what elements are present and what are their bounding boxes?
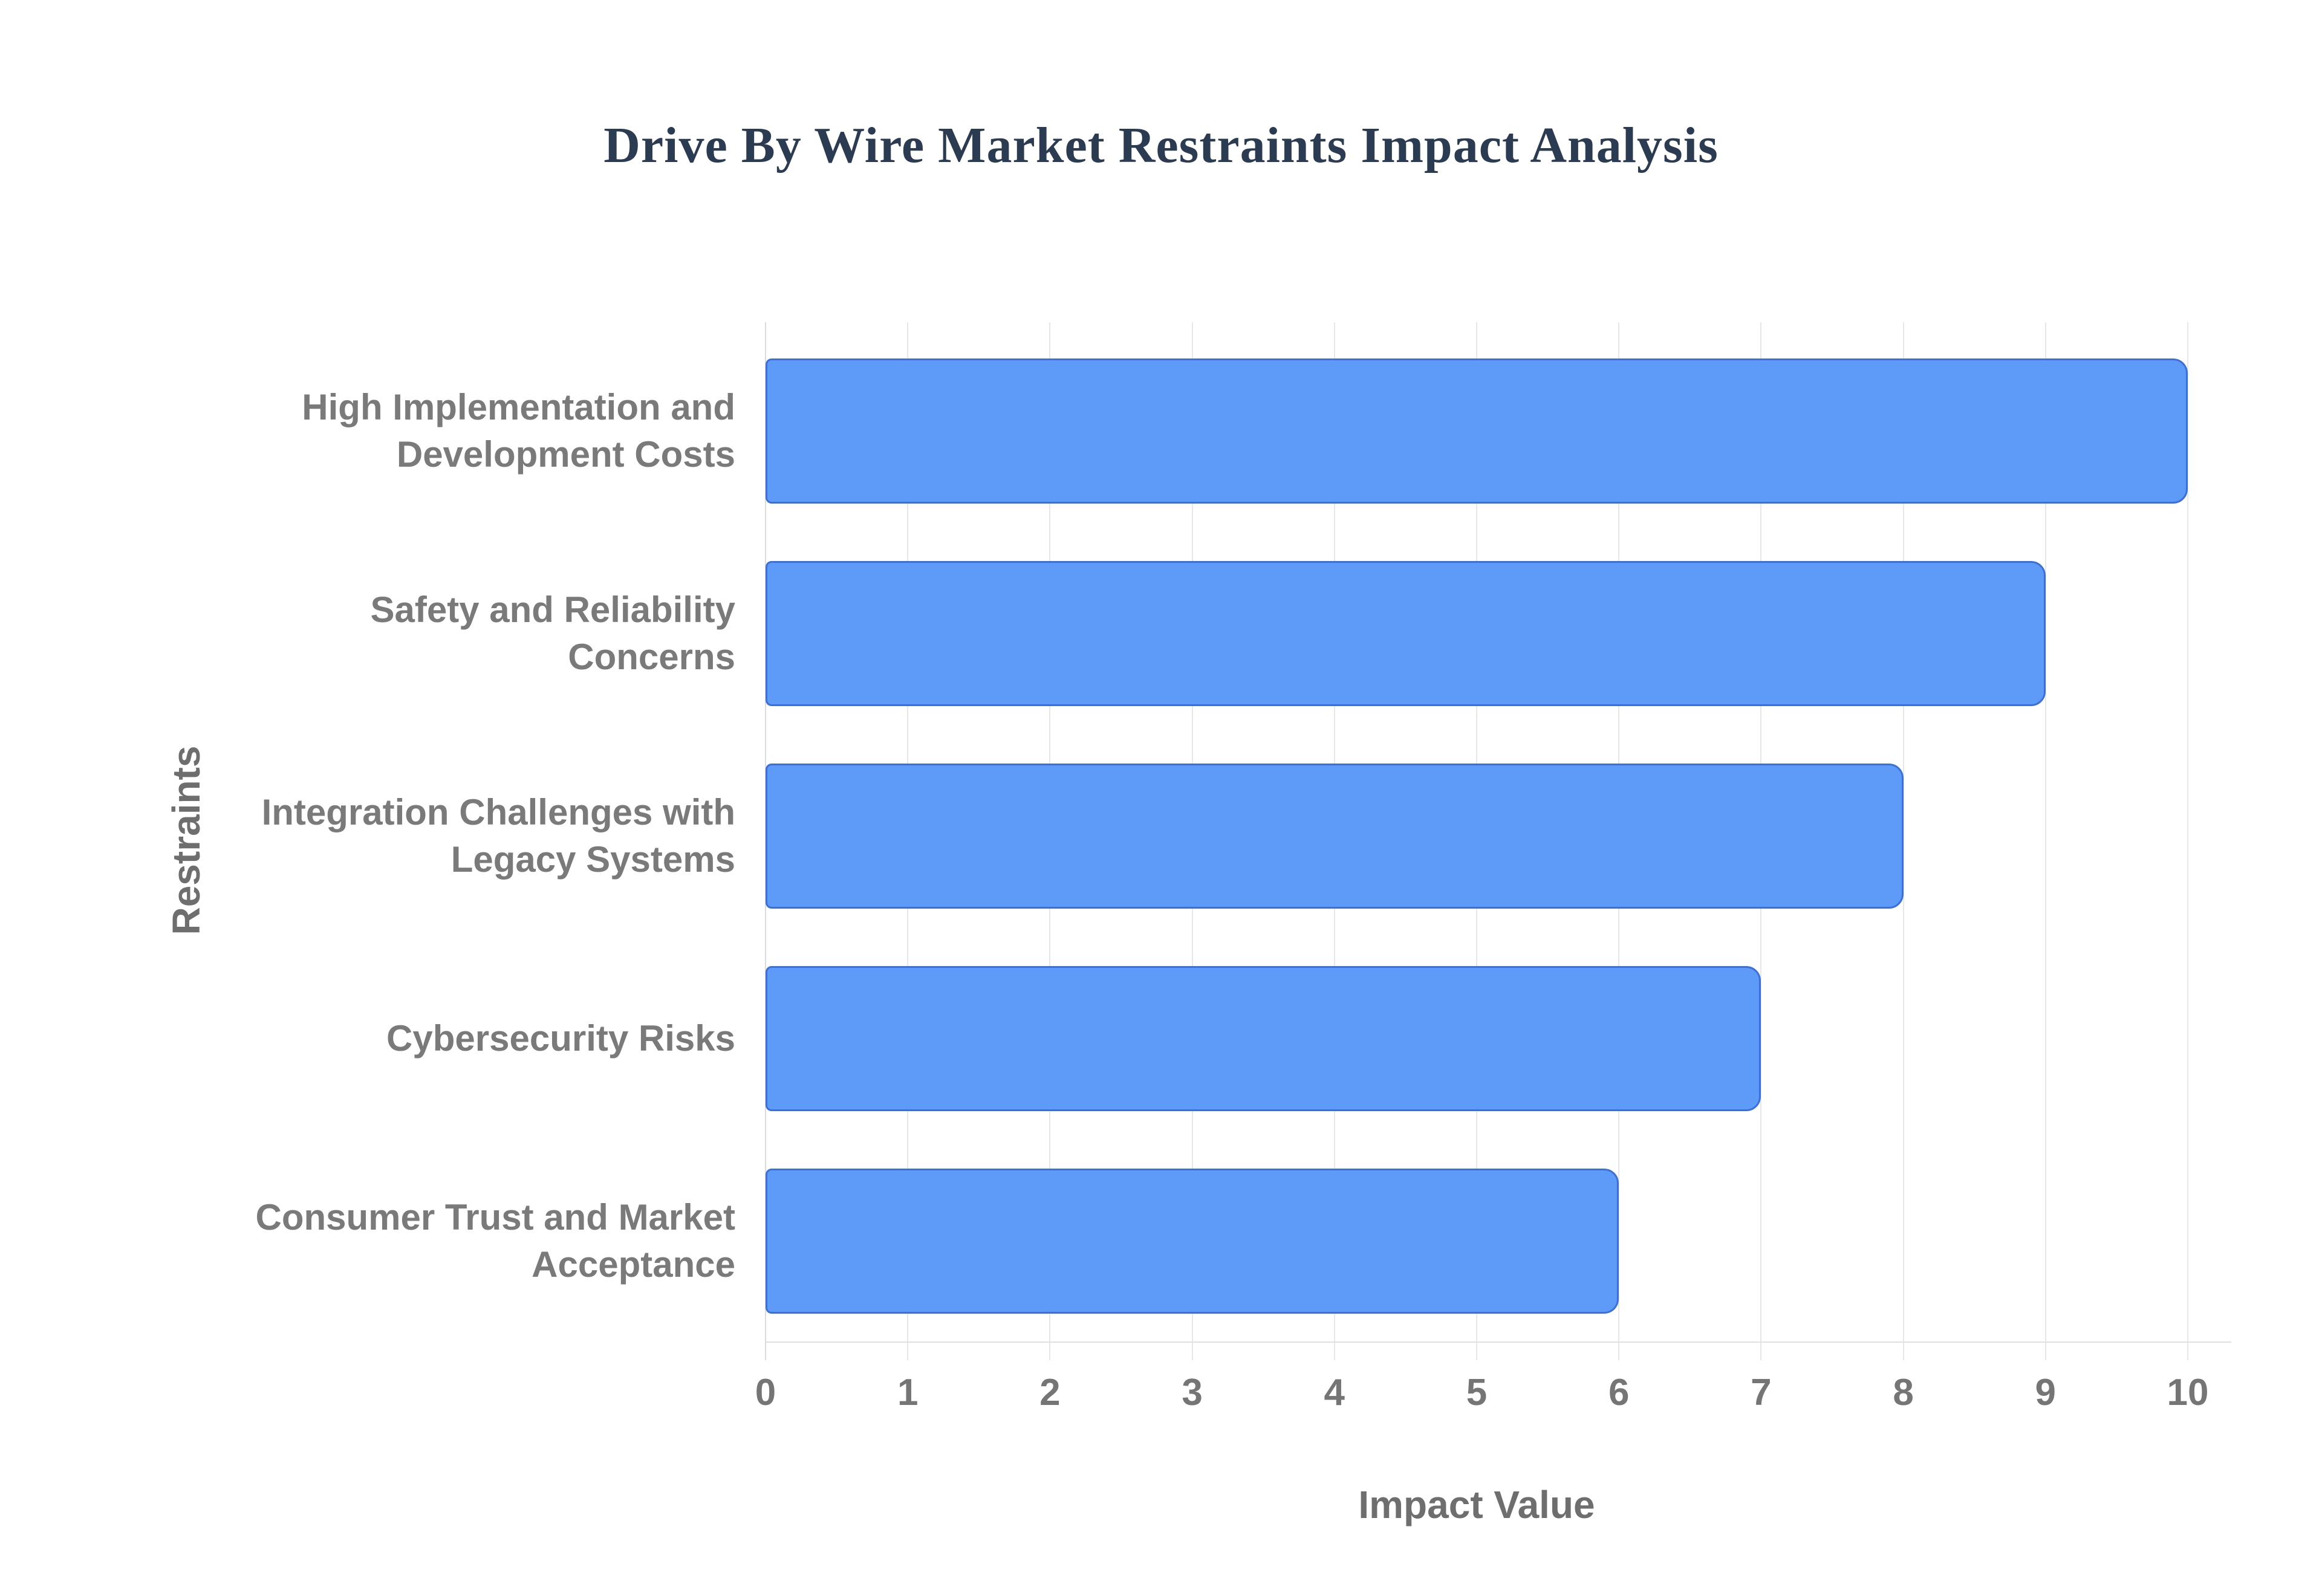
x-tick-label-6: 6 — [1608, 1372, 1630, 1413]
x-tick-label-10: 10 — [2167, 1372, 2209, 1413]
category-label-4: Consumer Trust and Market Acceptance — [255, 1196, 735, 1285]
bar-1 — [766, 560, 2046, 706]
x-tick-label-5: 5 — [1466, 1372, 1488, 1413]
bar-3 — [766, 965, 1761, 1111]
x-tick-label-0: 0 — [755, 1372, 776, 1413]
gridline-x-8 — [1902, 322, 1904, 1360]
bar-2 — [766, 763, 1904, 909]
x-axis-line — [766, 1341, 2231, 1343]
category-label-1: Safety and Reliability Concerns — [370, 589, 735, 677]
x-tick-label-9: 9 — [2035, 1372, 2057, 1413]
gridline-x-9 — [2044, 322, 2046, 1360]
x-tick-label-3: 3 — [1182, 1372, 1203, 1413]
x-tick-label-4: 4 — [1324, 1372, 1345, 1413]
category-label-0: High Implementation and Development Cost… — [302, 386, 735, 475]
gridline-x-10 — [2187, 322, 2188, 1360]
x-tick-label-2: 2 — [1039, 1372, 1061, 1413]
category-label-3: Cybersecurity Risks — [386, 1017, 735, 1059]
x-tick-label-1: 1 — [897, 1372, 919, 1413]
bar-0 — [766, 358, 2188, 504]
bar-4 — [766, 1168, 1619, 1314]
chart-title: Drive By Wire Market Restraints Impact A… — [603, 117, 1719, 174]
category-label-2: Integration Challenges with Legacy Syste… — [261, 791, 735, 880]
x-tick-label-7: 7 — [1751, 1372, 1772, 1413]
plot-area — [765, 322, 2188, 1360]
x-axis-title: Impact Value — [1358, 1483, 1595, 1526]
x-tick-label-8: 8 — [1893, 1372, 1914, 1413]
y-axis-title: Restraints — [164, 745, 208, 935]
